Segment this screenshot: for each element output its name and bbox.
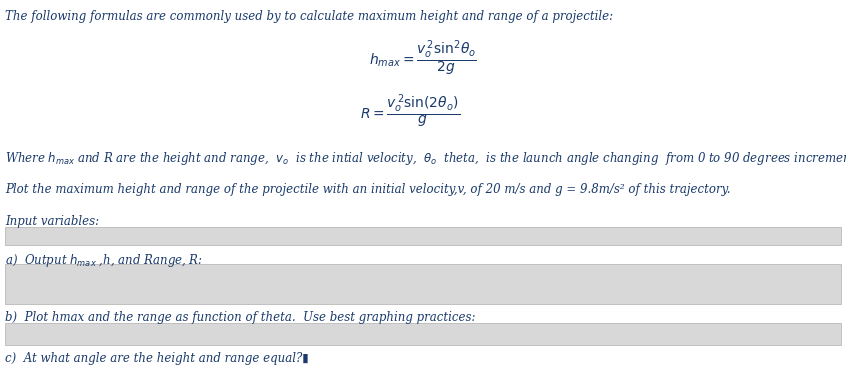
Text: Plot the maximum height and range of the projectile with an initial velocity,v, : Plot the maximum height and range of the… xyxy=(5,183,730,196)
Text: Where $h_{max}$ and R are the height and range,  $v_o$  is the intial velocity, : Where $h_{max}$ and R are the height and… xyxy=(5,150,846,167)
FancyBboxPatch shape xyxy=(5,227,841,245)
FancyBboxPatch shape xyxy=(5,264,841,304)
FancyBboxPatch shape xyxy=(5,323,841,345)
Text: $h_{max} = \dfrac{v_o^{\,2}\sin^2\!\theta_o}{2g}$: $h_{max} = \dfrac{v_o^{\,2}\sin^2\!\thet… xyxy=(369,38,477,78)
Text: Input variables:: Input variables: xyxy=(5,215,99,228)
Text: c)  At what angle are the height and range equal?▮: c) At what angle are the height and rang… xyxy=(5,352,309,365)
Text: a)  Output $h_{max}$ ,h, and Range, R:: a) Output $h_{max}$ ,h, and Range, R: xyxy=(5,252,203,269)
Text: $R = \dfrac{v_o^{\,2}\sin(2\theta_o)}{g}$: $R = \dfrac{v_o^{\,2}\sin(2\theta_o)}{g}… xyxy=(360,92,460,130)
Text: The following formulas are commonly used by to calculate maximum height and rang: The following formulas are commonly used… xyxy=(5,10,613,23)
Text: b)  Plot hmax and the range as function of theta.  Use best graphing practices:: b) Plot hmax and the range as function o… xyxy=(5,311,475,324)
